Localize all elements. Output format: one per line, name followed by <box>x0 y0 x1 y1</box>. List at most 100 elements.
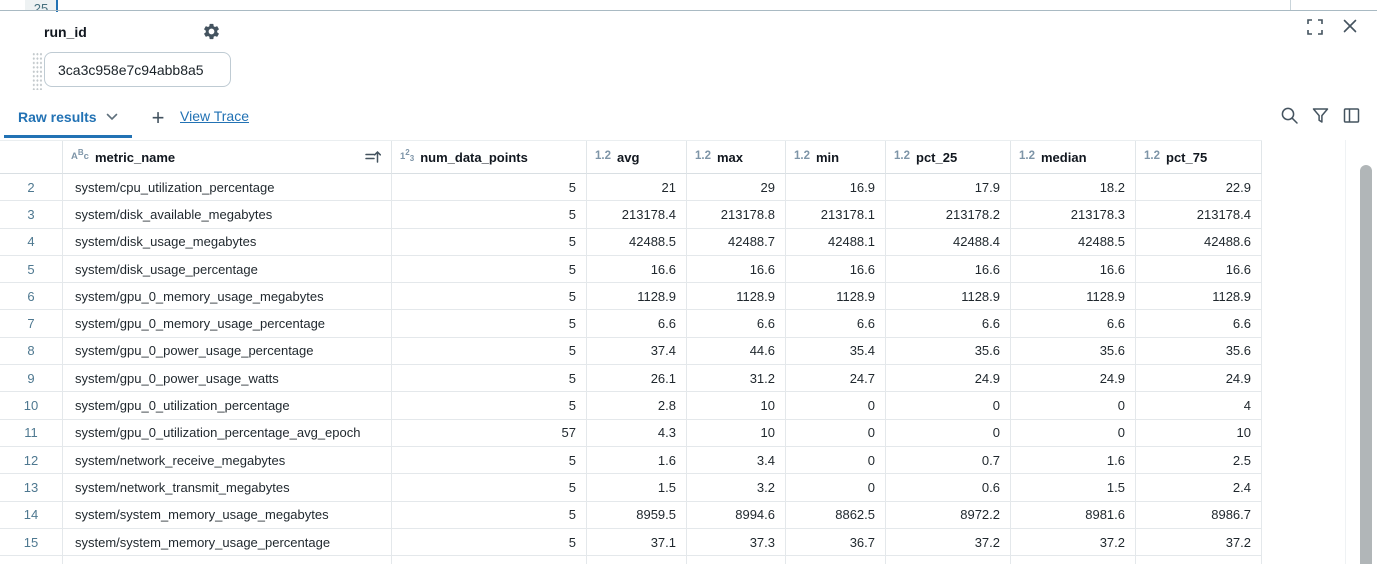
table-cell[interactable]: 5 <box>392 501 587 529</box>
drag-handle-icon[interactable] <box>32 52 42 90</box>
table-cell[interactable]: 17.9 <box>886 174 1011 202</box>
table-cell[interactable]: 44.6 <box>687 337 786 366</box>
table-cell[interactable]: 5 <box>392 337 587 366</box>
table-cell[interactable]: 10 <box>1136 419 1262 447</box>
table-cell[interactable]: 0 <box>886 419 1011 447</box>
table-cell[interactable]: 37.2 <box>886 528 1011 557</box>
table-cell[interactable]: 31.2 <box>687 365 786 393</box>
table-cell[interactable]: 4.3 <box>587 419 687 447</box>
table-cell[interactable]: 4 <box>1136 392 1262 420</box>
table-cell[interactable]: system/disk_usage_megabytes <box>63 228 392 256</box>
table-cell[interactable]: 6.6 <box>1011 310 1136 338</box>
table-cell[interactable]: 8986.7 <box>1136 501 1262 529</box>
table-cell[interactable]: 5 <box>392 446 587 475</box>
table-cell[interactable]: 5 <box>392 255 587 284</box>
table-cell[interactable]: 16.6 <box>786 255 886 284</box>
table-cell[interactable]: 2.4 <box>1136 474 1262 502</box>
table-cell[interactable]: 1.6 <box>1011 446 1136 475</box>
table-cell[interactable]: 2.8 <box>587 392 687 420</box>
table-cell[interactable]: 1128.9 <box>687 283 786 311</box>
table-cell[interactable]: 0 <box>786 446 886 475</box>
table-cell[interactable]: system/gpu_0_memory_usage_percentage <box>63 310 392 338</box>
table-cell[interactable]: 18.2 <box>1011 174 1136 202</box>
table-cell[interactable]: system/gpu_0_utilization_percentage <box>63 392 392 420</box>
table-cell[interactable]: system/disk_available_megabytes <box>63 201 392 229</box>
filter-icon[interactable] <box>1311 106 1331 126</box>
table-cell[interactable]: 35.6 <box>1011 337 1136 366</box>
table-cell[interactable]: 24.9 <box>1136 365 1262 393</box>
table-cell[interactable]: system/disk_usage_percentage <box>63 255 392 284</box>
column-header-pct_75[interactable]: 1.2 pct_75 <box>1136 141 1262 174</box>
table-cell[interactable]: 1128.9 <box>786 283 886 311</box>
table-cell[interactable]: 5 <box>392 365 587 393</box>
table-cell[interactable]: 213178.1 <box>786 201 886 229</box>
close-icon[interactable] <box>1342 18 1362 38</box>
table-cell[interactable]: system/gpu_0_power_usage_percentage <box>63 337 392 366</box>
column-header-avg[interactable]: 1.2 avg <box>587 141 687 174</box>
table-cell[interactable]: 21 <box>587 174 687 202</box>
table-cell[interactable]: system/network_receive_megabytes <box>63 446 392 475</box>
gear-icon[interactable] <box>202 22 224 44</box>
table-cell[interactable]: 42488.5 <box>587 228 687 256</box>
table-cell[interactable]: 5 <box>392 528 587 557</box>
table-cell[interactable]: 24.7 <box>786 365 886 393</box>
table-cell[interactable]: 213178.4 <box>1136 201 1262 229</box>
table-cell[interactable]: 37.1 <box>587 528 687 557</box>
table-cell[interactable]: 1128.9 <box>1011 283 1136 311</box>
column-header-pct_25[interactable]: 1.2 pct_25 <box>886 141 1011 174</box>
table-cell[interactable]: 5 <box>392 310 587 338</box>
table-cell[interactable]: 42488.4 <box>886 228 1011 256</box>
add-visualization-button[interactable]: + <box>151 105 165 130</box>
table-cell[interactable]: 36.7 <box>786 528 886 557</box>
table-cell[interactable]: 1.6 <box>587 446 687 475</box>
table-cell[interactable]: 3.2 <box>687 474 786 502</box>
table-cell[interactable]: 16.6 <box>1011 255 1136 284</box>
column-header-max[interactable]: 1.2 max <box>687 141 786 174</box>
table-cell[interactable]: 6.6 <box>1136 310 1262 338</box>
table-cell[interactable]: 8972.2 <box>886 501 1011 529</box>
chevron-down-icon[interactable] <box>106 113 118 121</box>
table-cell[interactable]: 16.6 <box>587 255 687 284</box>
table-cell[interactable]: 0 <box>786 474 886 502</box>
table-cell[interactable]: 10 <box>687 392 786 420</box>
table-cell[interactable]: 5 <box>392 474 587 502</box>
column-header-min[interactable]: 1.2 min <box>786 141 886 174</box>
table-cell[interactable]: 22.9 <box>1136 174 1262 202</box>
table-cell[interactable]: system/gpu_0_memory_usage_megabytes <box>63 283 392 311</box>
vertical-scrollbar[interactable] <box>1360 165 1372 564</box>
table-cell[interactable]: 16.9 <box>786 174 886 202</box>
table-cell[interactable]: 8981.6 <box>1011 501 1136 529</box>
table-cell[interactable]: 57 <box>392 419 587 447</box>
view-trace-link[interactable]: View Trace <box>180 108 249 124</box>
table-cell[interactable]: 6.6 <box>786 310 886 338</box>
table-cell[interactable]: system/cpu_utilization_percentage <box>63 174 392 202</box>
table-cell[interactable]: 5 <box>392 228 587 256</box>
table-cell[interactable]: 37.4 <box>587 337 687 366</box>
table-cell[interactable]: 0 <box>786 392 886 420</box>
table-cell[interactable]: system/system_memory_usage_megabytes <box>63 501 392 529</box>
table-cell[interactable]: 42488.1 <box>786 228 886 256</box>
table-cell[interactable]: 26.1 <box>587 365 687 393</box>
run-id-input[interactable] <box>44 52 231 87</box>
table-cell[interactable]: 35.6 <box>1136 337 1262 366</box>
table-cell[interactable]: 1128.9 <box>886 283 1011 311</box>
table-cell[interactable]: 42488.5 <box>1011 228 1136 256</box>
table-cell[interactable]: 6.6 <box>587 310 687 338</box>
table-cell[interactable]: 0 <box>1011 392 1136 420</box>
table-cell[interactable]: 1.5 <box>587 474 687 502</box>
table-cell[interactable]: 16.6 <box>687 255 786 284</box>
table-cell[interactable]: 3.4 <box>687 446 786 475</box>
table-cell[interactable]: 8994.6 <box>687 501 786 529</box>
table-cell[interactable]: 8862.5 <box>786 501 886 529</box>
table-cell[interactable]: 8959.5 <box>587 501 687 529</box>
table-cell[interactable]: 0 <box>1011 419 1136 447</box>
table-cell[interactable]: 16.6 <box>886 255 1011 284</box>
table-cell[interactable]: 6.6 <box>886 310 1011 338</box>
sort-ascending-icon[interactable] <box>365 150 381 164</box>
table-cell[interactable]: 0.6 <box>886 474 1011 502</box>
column-header-median[interactable]: 1.2 median <box>1011 141 1136 174</box>
table-cell[interactable]: 2.5 <box>1136 446 1262 475</box>
table-cell[interactable]: 42488.6 <box>1136 228 1262 256</box>
table-cell[interactable]: 5 <box>392 174 587 202</box>
